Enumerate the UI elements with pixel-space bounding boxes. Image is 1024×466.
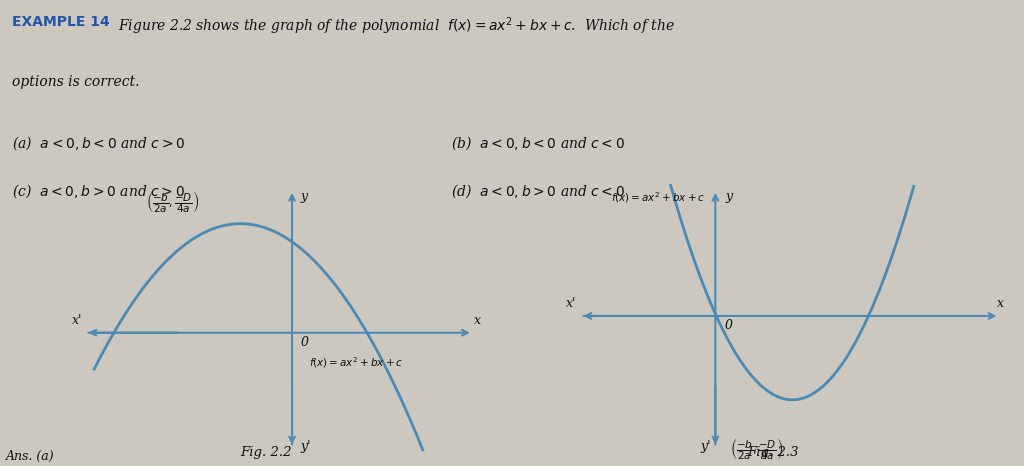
- Text: x': x': [72, 314, 82, 327]
- Text: $\left(\dfrac{-b}{2a},\dfrac{-D}{4a}\right)$: $\left(\dfrac{-b}{2a},\dfrac{-D}{4a}\rig…: [145, 189, 199, 215]
- Text: x': x': [566, 297, 577, 310]
- Text: (c)  $a < 0, b > 0$ and $c > 0$: (c) $a < 0, b > 0$ and $c > 0$: [12, 183, 185, 200]
- Text: y: y: [725, 190, 732, 203]
- Text: $\left(\dfrac{-b}{2a},\dfrac{-D}{4a}\right)$: $\left(\dfrac{-b}{2a},\dfrac{-D}{4a}\rig…: [730, 436, 783, 462]
- Text: (d)  $a < 0, b > 0$ and $c < 0$: (d) $a < 0, b > 0$ and $c < 0$: [451, 183, 625, 200]
- Text: x: x: [997, 297, 1005, 310]
- Text: (b)  $a < 0, b < 0$ and $c < 0$: (b) $a < 0, b < 0$ and $c < 0$: [451, 134, 625, 152]
- Text: 0: 0: [301, 336, 308, 349]
- Text: x: x: [473, 314, 480, 327]
- Text: EXAMPLE 14: EXAMPLE 14: [12, 15, 110, 29]
- Text: Figure 2.2 shows the graph of the polynomial  $f(x)=ax^2+bx+c$.  Which of the: Figure 2.2 shows the graph of the polyno…: [118, 15, 675, 36]
- Text: Fig. 2.2: Fig. 2.2: [241, 445, 292, 459]
- Text: y': y': [700, 440, 711, 453]
- Text: options is correct.: options is correct.: [12, 75, 140, 89]
- Text: 0: 0: [725, 319, 733, 332]
- Text: $f(x)=ax^2+bx+c$: $f(x)=ax^2+bx+c$: [309, 355, 403, 370]
- Text: y: y: [301, 190, 308, 203]
- Text: y': y': [301, 440, 311, 453]
- Text: Ans. (a): Ans. (a): [6, 450, 54, 463]
- Text: $f(x)=ax^2+bx+c$: $f(x)=ax^2+bx+c$: [611, 190, 706, 205]
- Text: (a)  $a < 0, b < 0$ and $c > 0$: (a) $a < 0, b < 0$ and $c > 0$: [12, 134, 185, 152]
- Text: Fig. 2.3: Fig. 2.3: [748, 445, 799, 459]
